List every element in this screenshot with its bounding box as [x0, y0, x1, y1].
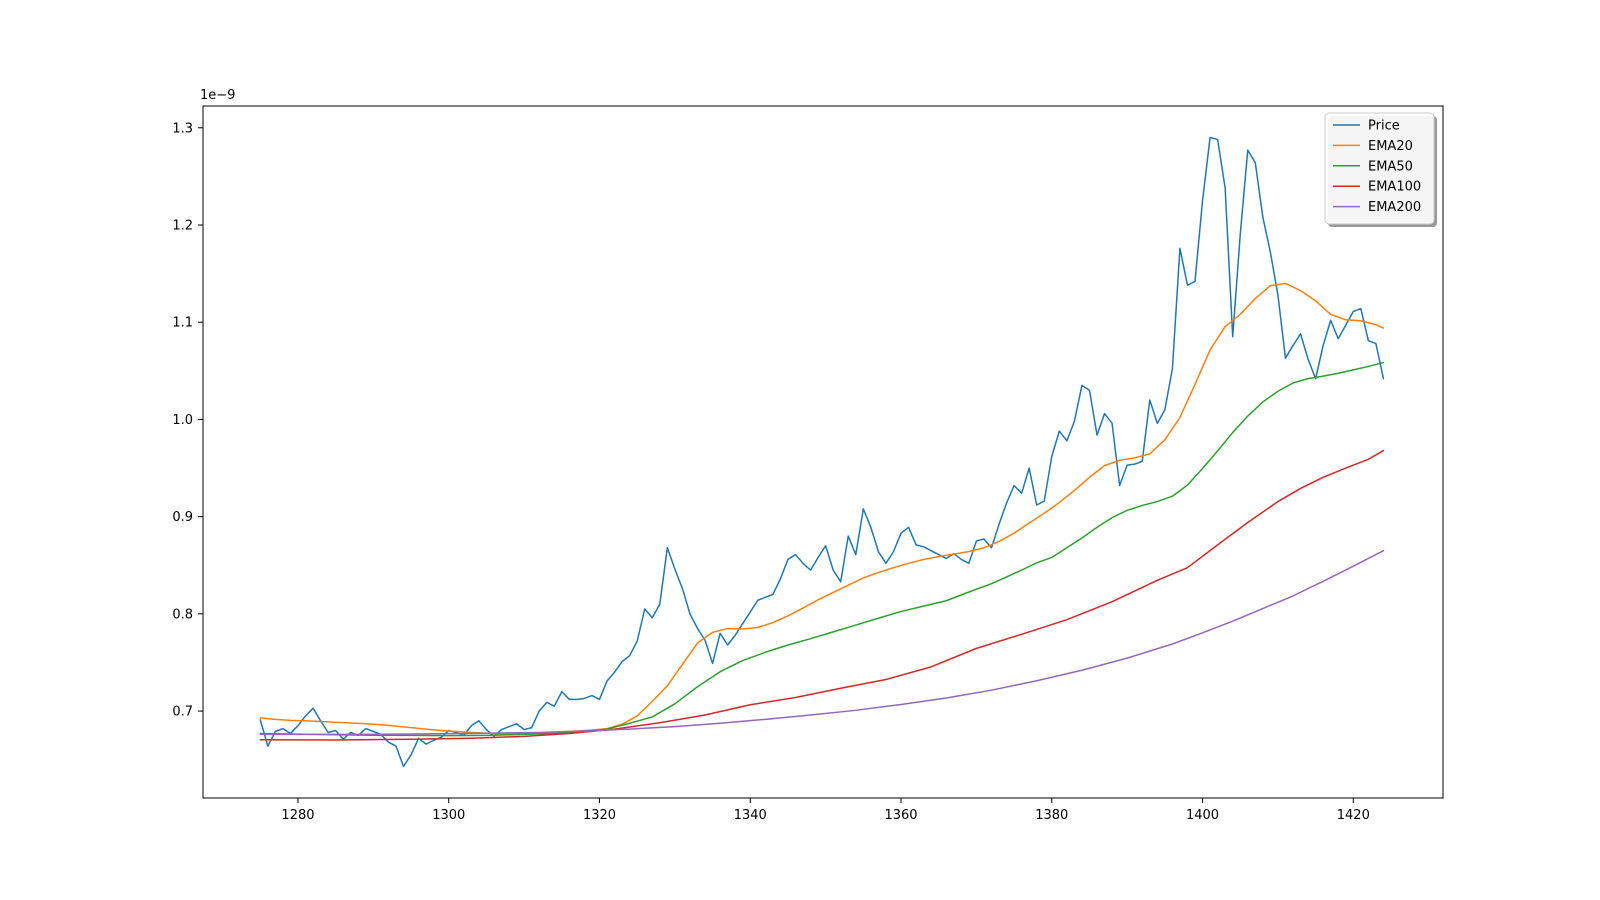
y-tick-label: 1.2	[172, 218, 193, 233]
series-line-ema200	[259, 549, 1385, 736]
legend-label: EMA20	[1368, 139, 1413, 154]
legend-item-ema100: EMA100	[1333, 180, 1421, 195]
legend-item-price: Price	[1333, 119, 1400, 134]
x-tick-label: 1400	[1186, 808, 1219, 823]
y-tick-label: 1.3	[172, 121, 193, 136]
series-line-price	[259, 136, 1385, 768]
y-axis: 0.7 0.8 0.9 1.0 1.1 1.2 1.3	[172, 121, 203, 720]
y-tick-label: 0.7	[172, 705, 193, 720]
y-tick-label: 0.8	[172, 607, 193, 622]
legend-item-ema200: EMA200	[1333, 200, 1421, 215]
y-tick-label: 0.9	[172, 510, 193, 525]
x-tick-label: 1320	[583, 808, 616, 823]
axes-frame	[202, 105, 1444, 799]
series-line-ema20	[259, 282, 1385, 735]
x-tick-label: 1380	[1035, 808, 1068, 823]
legend-label: Price	[1368, 119, 1400, 134]
x-tick-label: 1280	[281, 808, 314, 823]
legend-label: EMA100	[1368, 180, 1421, 195]
x-axis: 1280 1300 1320 1340 1360 1380 1400 1420	[281, 798, 1370, 823]
series-line-ema100	[259, 449, 1385, 741]
legend-box	[1324, 112, 1435, 225]
y-tick-label: 1.1	[172, 316, 193, 331]
legend-item-ema20: EMA20	[1333, 139, 1413, 154]
legend: Price EMA20 EMA50 EMA100 EMA200	[1324, 112, 1437, 227]
y-axis-offset-label: 1e−9	[200, 88, 235, 103]
x-tick-label: 1300	[432, 808, 465, 823]
legend-label: EMA50	[1368, 159, 1413, 174]
plot-area	[202, 105, 1444, 799]
x-tick-label: 1420	[1337, 808, 1370, 823]
x-tick-label: 1360	[884, 808, 917, 823]
y-tick-label: 1.0	[172, 413, 193, 428]
series-group	[259, 136, 1385, 768]
series-line-ema50	[259, 361, 1385, 737]
legend-item-ema50: EMA50	[1333, 159, 1413, 174]
x-tick-label: 1340	[734, 808, 767, 823]
legend-label: EMA200	[1368, 200, 1421, 215]
